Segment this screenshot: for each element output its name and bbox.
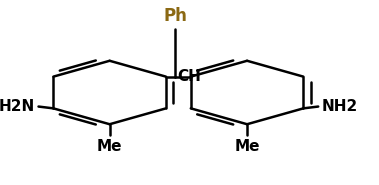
Text: NH2: NH2 bbox=[322, 99, 358, 114]
Text: CH: CH bbox=[177, 69, 201, 84]
Text: Me: Me bbox=[234, 139, 260, 154]
Text: Ph: Ph bbox=[163, 7, 187, 25]
Text: H2N: H2N bbox=[0, 99, 35, 114]
Text: Me: Me bbox=[97, 139, 122, 154]
